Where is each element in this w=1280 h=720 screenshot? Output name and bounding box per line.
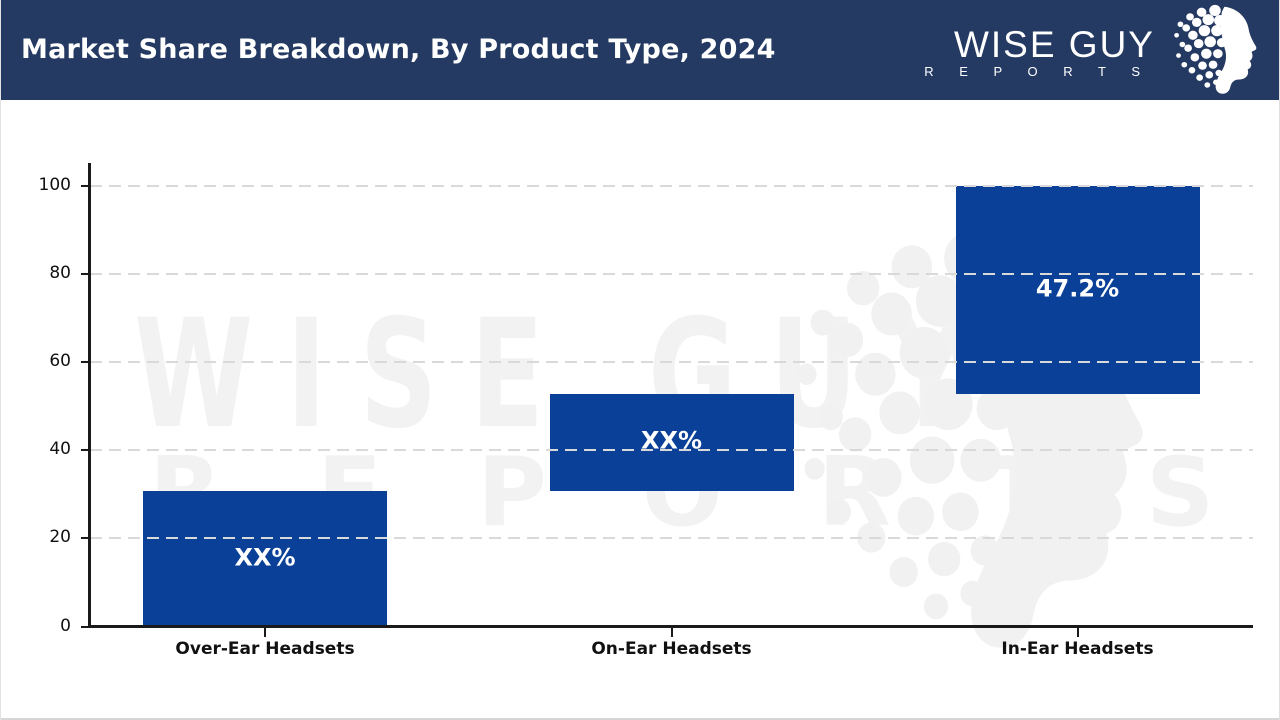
x-tick-mark-2	[1076, 628, 1079, 637]
x-category-label-2: In-Ear Headsets	[1001, 639, 1154, 659]
logo-wiseguy-text: WISE GUY	[953, 24, 1155, 65]
y-tick-label-100: 100	[38, 175, 71, 195]
gridline-60	[90, 361, 1253, 364]
x-tick-mark-1	[670, 628, 673, 637]
bar-over-ear-headsets: XX%	[143, 490, 387, 627]
y-axis-line	[88, 163, 91, 628]
bar-on-ear-headsets: XX%	[549, 393, 794, 491]
gridline-40	[90, 449, 1253, 452]
figure-bottom-border	[1, 718, 1279, 720]
header-band: Market Share Breakdown, By Product Type,…	[1, 0, 1279, 100]
x-category-label-1: On-Ear Headsets	[591, 639, 752, 659]
y-tick-label-40: 40	[49, 439, 71, 460]
y-tick-label-80: 80	[49, 263, 71, 284]
y-tick-mark-40	[81, 449, 89, 452]
gridline-100	[90, 185, 1253, 187]
y-tick-mark-100	[81, 185, 89, 187]
y-tick-label-60: 60	[49, 351, 71, 372]
bar-value-label: XX%	[234, 543, 296, 572]
y-tick-label-0: 0	[60, 615, 71, 636]
wise-guy-logo: WISE GUY R E P O R T S	[924, 0, 1267, 100]
y-tick-label-20: 20	[49, 527, 71, 548]
x-axis-line	[88, 625, 1253, 628]
x-tick-mark-0	[264, 628, 266, 637]
logo-head-icon	[1174, 4, 1257, 94]
page-title: Market Share Breakdown, By Product Type,…	[21, 34, 776, 65]
y-tick-mark-20	[81, 537, 89, 540]
gridline-80	[90, 273, 1253, 276]
gridline-20	[90, 537, 1253, 540]
y-tick-mark-80	[81, 273, 89, 276]
x-category-label-0: Over-Ear Headsets	[175, 639, 355, 659]
bar-value-label: 47.2%	[1035, 274, 1120, 303]
logo-reports-text: R E P O R T S	[924, 64, 1151, 79]
y-tick-mark-60	[81, 361, 89, 364]
y-tick-mark-0	[81, 625, 89, 628]
